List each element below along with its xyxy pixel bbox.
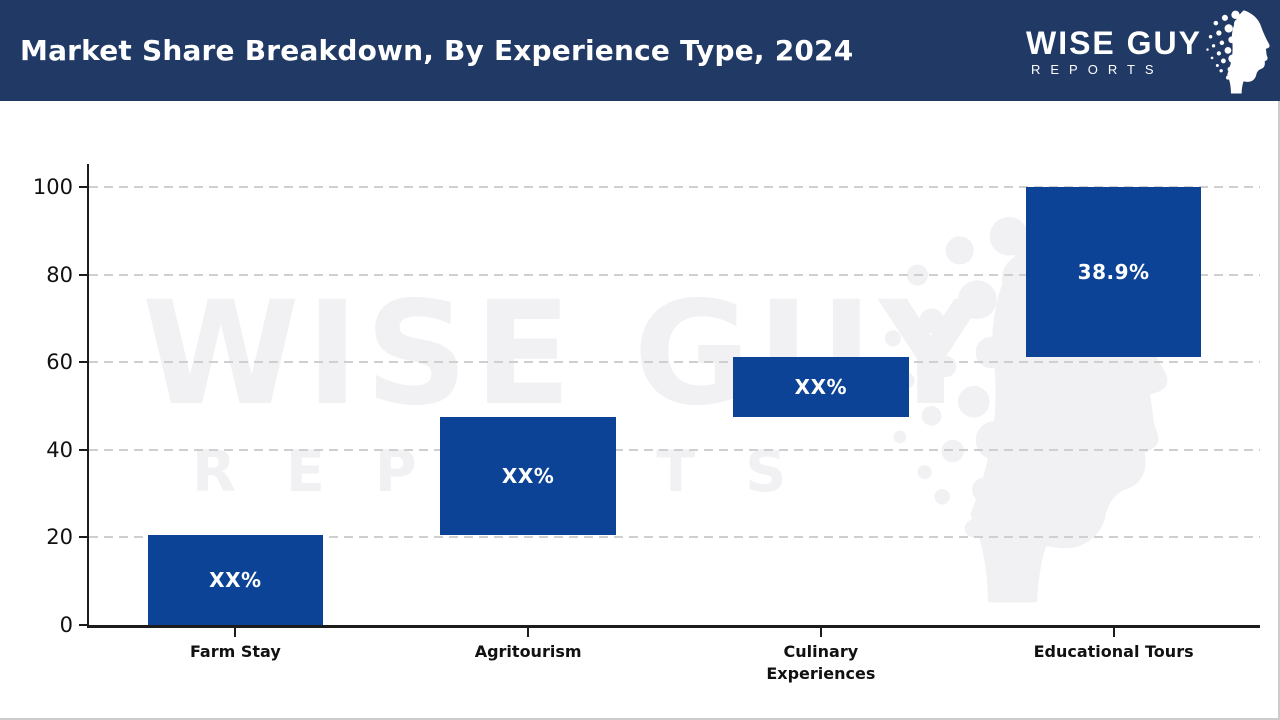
gridline (89, 448, 1260, 451)
header: Market Share Breakdown, By Experience Ty… (0, 0, 1280, 101)
x-tick-mark (819, 628, 822, 637)
logo-tagline: REPORTS (1030, 61, 1164, 77)
y-tick-mark (79, 186, 89, 188)
x-tick-mark (1112, 628, 1115, 637)
x-tick-mark (527, 628, 530, 637)
x-tick-mark (234, 628, 237, 637)
y-tick-mark (79, 273, 89, 276)
y-tick-mark (79, 361, 89, 364)
y-tick-label: 80 (46, 262, 73, 287)
bar-value-label: XX% (794, 374, 848, 399)
y-tick-label: 20 (46, 525, 73, 550)
bar-segment: 38.9% (1025, 187, 1202, 358)
x-category-label: Culinary Experiences (766, 642, 876, 683)
bar-segment: XX% (440, 416, 616, 536)
bar-value-label: XX% (501, 463, 555, 488)
logo-text: WISE GUY REPORTS (1026, 27, 1202, 76)
page-title: Market Share Breakdown, By Experience Ty… (20, 34, 854, 67)
bar-value-label: XX% (209, 568, 262, 593)
x-category-label: Agritourism (474, 642, 582, 661)
y-tick-label: 100 (32, 175, 73, 199)
y-tick-label: 0 (59, 613, 73, 637)
bar-segment: XX% (733, 357, 909, 417)
x-category-label: Educational Tours (1033, 642, 1194, 661)
gridline (89, 273, 1260, 276)
gridline (89, 186, 1260, 188)
y-tick-label: 60 (46, 350, 73, 375)
y-tick-label: 40 (46, 437, 73, 462)
gridline (89, 536, 1260, 539)
logo-wordmark: WISE GUY (1025, 24, 1202, 61)
bar-value-label: 38.9% (1077, 260, 1150, 285)
wise-guy-logo: WISE GUY REPORTS (1026, 6, 1272, 96)
gridline (89, 361, 1260, 364)
bar-segment: XX% (147, 535, 324, 625)
plot-area: 0 20 40 60 80 100 XX% Farm Stay XX% Agritourism XX… (33, 164, 1260, 683)
y-tick-mark (79, 448, 89, 451)
y-tick-mark (79, 624, 89, 626)
x-category-label: Farm Stay (189, 642, 281, 661)
right-border (1278, 101, 1280, 720)
logo-head-profile-icon (1206, 9, 1270, 93)
y-tick-mark (79, 536, 89, 539)
bottom-border (0, 718, 1280, 720)
